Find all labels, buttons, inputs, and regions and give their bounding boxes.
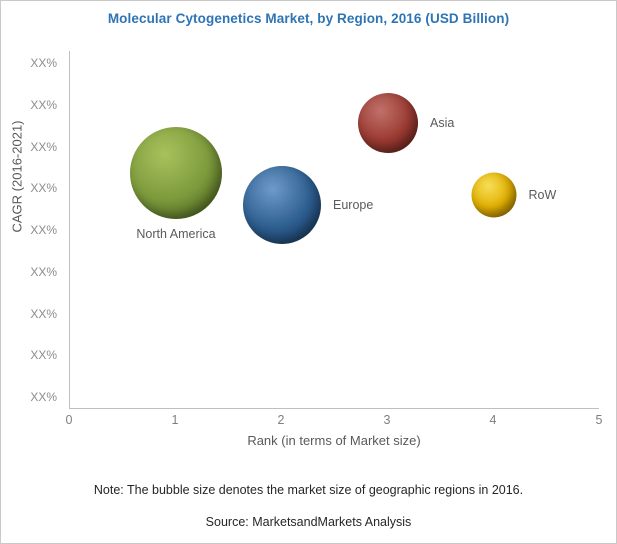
- bubble-north-america[interactable]: [130, 126, 222, 219]
- x-axis-tick-labels: 0 1 2 3 4 5: [65, 413, 603, 433]
- y-tick-label: XX%: [30, 264, 57, 279]
- bubble-label: Europe: [333, 197, 374, 212]
- y-tick-label: XX%: [30, 181, 57, 196]
- bubble-label: RoW: [528, 188, 557, 203]
- bubble-label: North America: [136, 226, 216, 241]
- plot-inner: North America Europe Asia RoW: [70, 51, 599, 408]
- bubble-asia[interactable]: [358, 93, 418, 154]
- y-tick-label: XX%: [30, 56, 57, 70]
- y-tick-label: XX%: [30, 390, 57, 404]
- x-tick-label: 0: [65, 413, 73, 427]
- x-tick-label: 2: [277, 413, 285, 427]
- y-tick-label: XX%: [30, 306, 57, 321]
- y-axis-tick-labels: XX% XX% XX% XX% XX% XX% XX% XX% XX%: [1, 51, 63, 409]
- note-text: Note: The bubble size denotes the market…: [93, 483, 524, 497]
- source-text: Source: MarketsandMarkets Analysis: [205, 515, 412, 529]
- y-tick-label: XX%: [30, 97, 57, 112]
- bubble-label: Asia: [430, 116, 455, 131]
- plot-area: North America Europe Asia RoW: [69, 51, 599, 409]
- x-tick-label: 4: [489, 413, 497, 427]
- chart-title: Molecular Cytogenetics Market, by Region…: [107, 11, 510, 26]
- x-tick-label: 3: [383, 413, 391, 427]
- x-tick-label: 1: [171, 413, 179, 427]
- y-tick-label: XX%: [30, 348, 57, 363]
- y-tick-label: XX%: [30, 139, 57, 154]
- bubble-row[interactable]: [471, 172, 517, 218]
- y-tick-label: XX%: [30, 223, 57, 237]
- x-tick-label: 5: [595, 413, 603, 427]
- x-axis-title: Rank (in terms of Market size): [247, 433, 421, 448]
- bubble-europe[interactable]: [243, 165, 321, 244]
